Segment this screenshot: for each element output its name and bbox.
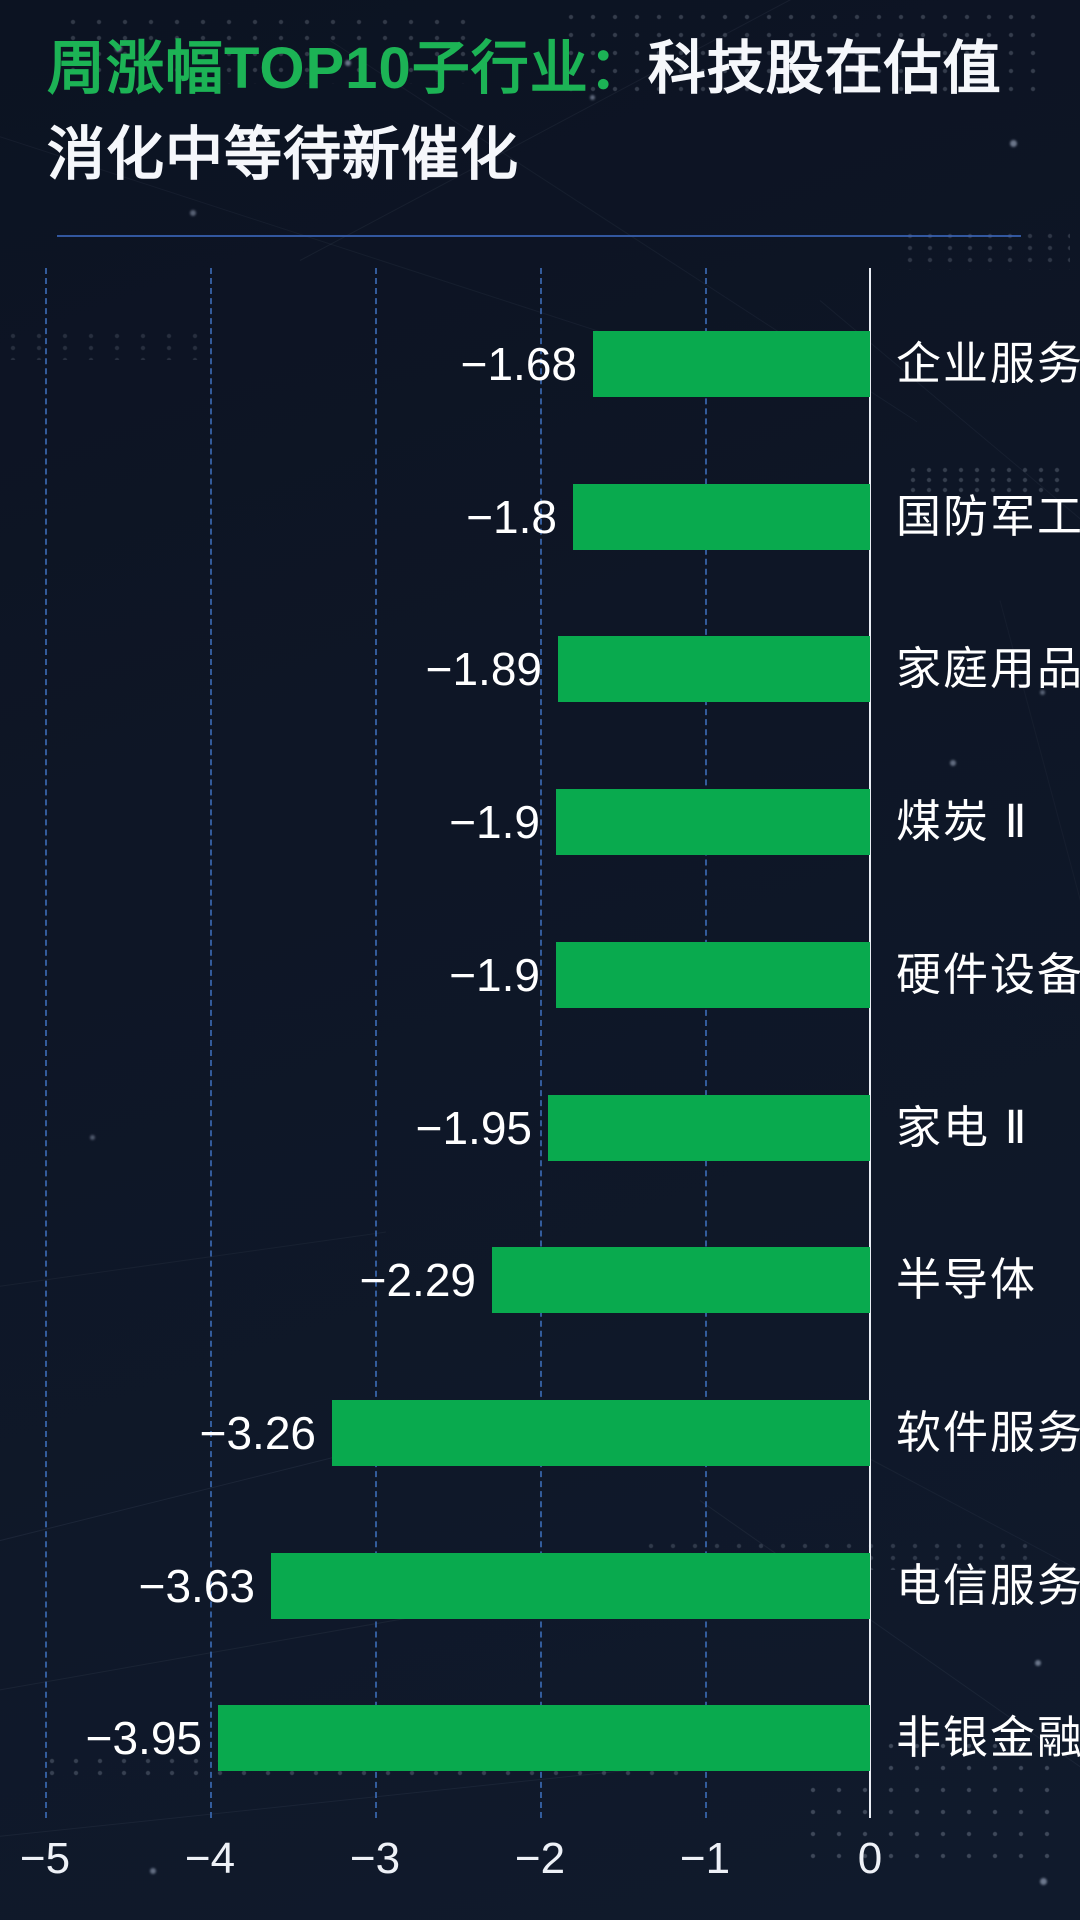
bg-grid-line xyxy=(0,1231,386,1291)
axis-tick-label: −2 xyxy=(514,1834,566,1883)
bg-star xyxy=(1035,1660,1041,1666)
value-label: −1.9 xyxy=(449,796,540,848)
value-label: −1.95 xyxy=(415,1102,532,1154)
title-line-2: 消化中等待新催化 xyxy=(47,122,520,187)
category-label: 企业服务 xyxy=(896,338,1080,389)
value-label: −3.26 xyxy=(199,1407,316,1459)
bg-grid-line xyxy=(699,1500,1080,1846)
value-label: −1.8 xyxy=(466,491,557,543)
gridline xyxy=(45,268,47,1818)
axis-tick-label: −5 xyxy=(19,1834,71,1883)
category-label: 煤炭 Ⅱ xyxy=(896,796,1029,847)
bar-4 xyxy=(556,942,870,1008)
gridline xyxy=(375,268,377,1818)
bg-star xyxy=(950,760,956,766)
category-label: 半导体 xyxy=(896,1254,1038,1305)
zero-axis-line xyxy=(869,268,871,1818)
bar-1 xyxy=(573,484,870,550)
bar-0 xyxy=(593,331,870,397)
bar-9 xyxy=(218,1705,870,1771)
category-label: 家电 Ⅱ xyxy=(896,1102,1029,1153)
bg-grid-line xyxy=(0,1609,453,1701)
bg-star xyxy=(90,1135,95,1140)
gridline xyxy=(540,268,542,1818)
gridline xyxy=(705,268,707,1818)
value-label: −3.63 xyxy=(138,1560,255,1612)
axis-tick-label: 0 xyxy=(857,1834,883,1883)
bar-6 xyxy=(492,1247,870,1313)
page-title: 周涨幅TOP10子行业：科技股在估值 消化中等待新催化 xyxy=(47,26,1047,198)
category-label: 国防军工 xyxy=(896,491,1080,542)
bg-dots xyxy=(0,330,200,360)
title-line1-rest: 科技股在估值 xyxy=(647,36,1002,101)
bar-3 xyxy=(556,789,870,855)
axis-tick-label: −3 xyxy=(349,1834,401,1883)
category-label: 非银金融 xyxy=(896,1712,1080,1763)
value-label: −1.89 xyxy=(425,643,542,695)
gridline xyxy=(210,268,212,1818)
axis-tick-label: −4 xyxy=(184,1834,236,1883)
category-label: 软件服务 xyxy=(896,1407,1080,1458)
title-highlight: 周涨幅TOP10子行业： xyxy=(47,36,648,101)
category-label: 电信服务 xyxy=(896,1560,1080,1611)
bg-grid-line xyxy=(0,1766,657,1841)
title-divider xyxy=(57,235,1021,237)
bar-8 xyxy=(271,1553,870,1619)
value-label: −2.29 xyxy=(359,1254,476,1306)
axis-tick-label: −1 xyxy=(679,1834,731,1883)
bar-5 xyxy=(548,1095,870,1161)
category-label: 硬件设备 xyxy=(896,949,1080,1000)
bar-7 xyxy=(332,1400,870,1466)
bg-star xyxy=(1040,1878,1047,1885)
value-label: −1.68 xyxy=(460,338,577,390)
bg-star xyxy=(190,210,196,216)
bar-2 xyxy=(558,636,870,702)
category-label: 家庭用品 xyxy=(896,643,1080,694)
title-line-1: 周涨幅TOP10子行业：科技股在估值 xyxy=(47,26,1047,112)
value-label: −3.95 xyxy=(85,1712,202,1764)
value-label: −1.9 xyxy=(449,949,540,1001)
